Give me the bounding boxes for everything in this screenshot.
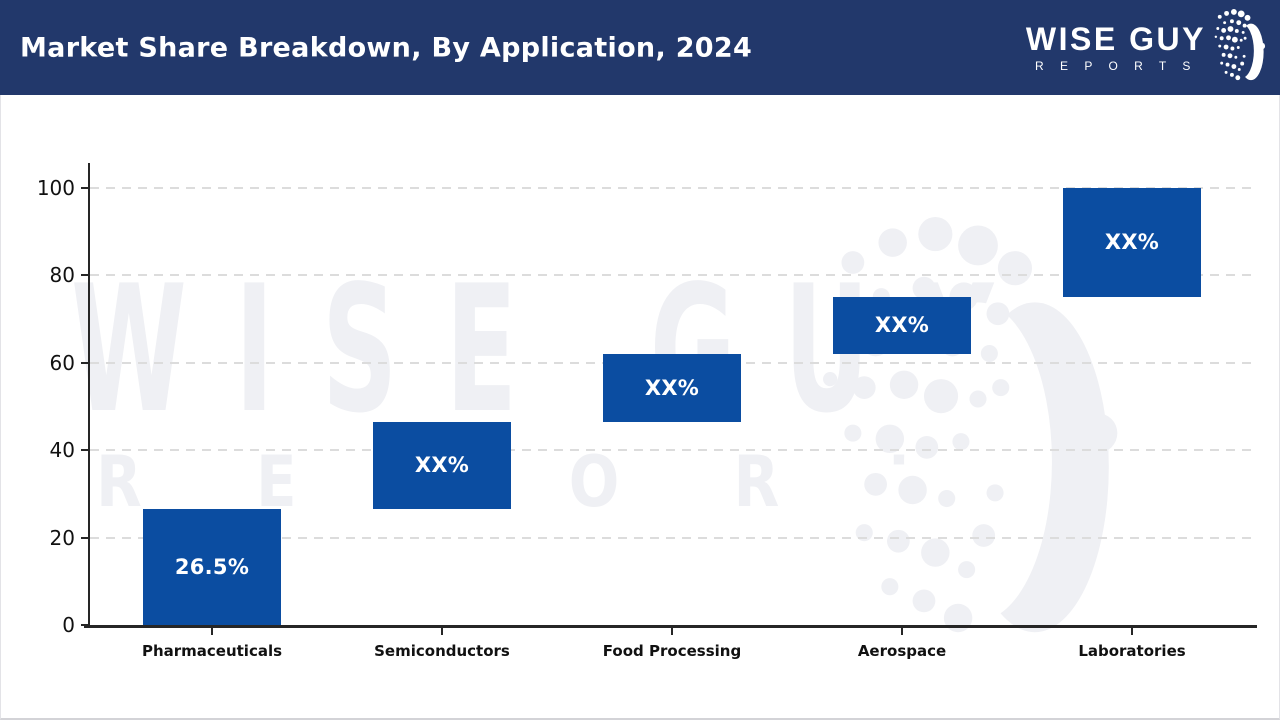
gridline-80 <box>90 274 1257 276</box>
x-axis-line <box>84 625 1257 628</box>
y-tick-label-100: 100 <box>36 175 75 200</box>
x-tick-aerospace <box>901 628 903 635</box>
gridline-40 <box>90 449 1257 451</box>
y-tick-label-40: 40 <box>49 438 75 462</box>
bar-food-processing: XX% <box>603 353 741 422</box>
x-tick-semiconductors <box>441 628 443 635</box>
bar-value-label-pharmaceuticals: 26.5% <box>174 555 250 580</box>
y-tick-60 <box>81 361 88 364</box>
category-label-aerospace: Aerospace <box>857 642 947 660</box>
logo-text: WISE GUY R E P O R T S <box>1026 23 1206 73</box>
y-axis-line <box>88 163 90 628</box>
wise-guy-head-icon <box>1210 8 1266 87</box>
logo-name: WISE GUY <box>1025 20 1206 57</box>
x-tick-laboratories <box>1131 628 1133 635</box>
bar-laboratories: XX% <box>1063 187 1201 297</box>
category-label-food-processing: Food Processing <box>602 642 742 660</box>
gridline-20 <box>90 536 1257 539</box>
y-tick-label-80: 80 <box>49 263 75 287</box>
x-tick-pharmaceuticals <box>211 628 213 635</box>
chart-area: WISE GUY R E P O R T S 0 20 40 60 80 100 26.5%… <box>0 95 1280 720</box>
bar-value-label-aerospace: XX% <box>874 313 930 338</box>
gridline-100 <box>90 186 1257 189</box>
category-label-laboratories: Laboratories <box>1078 642 1186 660</box>
watermark-subtext: R E P O R T S <box>96 441 1138 523</box>
category-label-pharmaceuticals: Pharmaceuticals <box>141 642 283 660</box>
bar-pharmaceuticals: 26.5% <box>143 509 281 625</box>
header: Market Share Breakdown, By Application, … <box>0 0 1280 95</box>
bar-value-label-semiconductors: XX% <box>414 453 470 478</box>
x-tick-food-processing <box>671 628 673 635</box>
logo-subtitle: R E P O R T S <box>1034 58 1197 73</box>
y-tick-20 <box>81 536 88 539</box>
bar-semiconductors: XX% <box>373 421 511 510</box>
wise-guy-logo: WISE GUY R E P O R T S <box>1026 8 1266 87</box>
chart-title: Market Share Breakdown, By Application, … <box>20 32 753 63</box>
bar-aerospace: XX% <box>833 296 971 354</box>
bar-value-label-laboratories: XX% <box>1104 230 1160 255</box>
category-label-semiconductors: Semiconductors <box>374 642 510 660</box>
y-tick-label-0: 0 <box>62 613 75 637</box>
y-tick-label-20: 20 <box>49 525 75 550</box>
y-tick-100 <box>81 186 88 189</box>
bar-value-label-food-processing: XX% <box>644 375 700 400</box>
y-tick-40 <box>81 449 88 451</box>
y-tick-label-60: 60 <box>49 350 75 375</box>
y-tick-80 <box>81 274 88 276</box>
